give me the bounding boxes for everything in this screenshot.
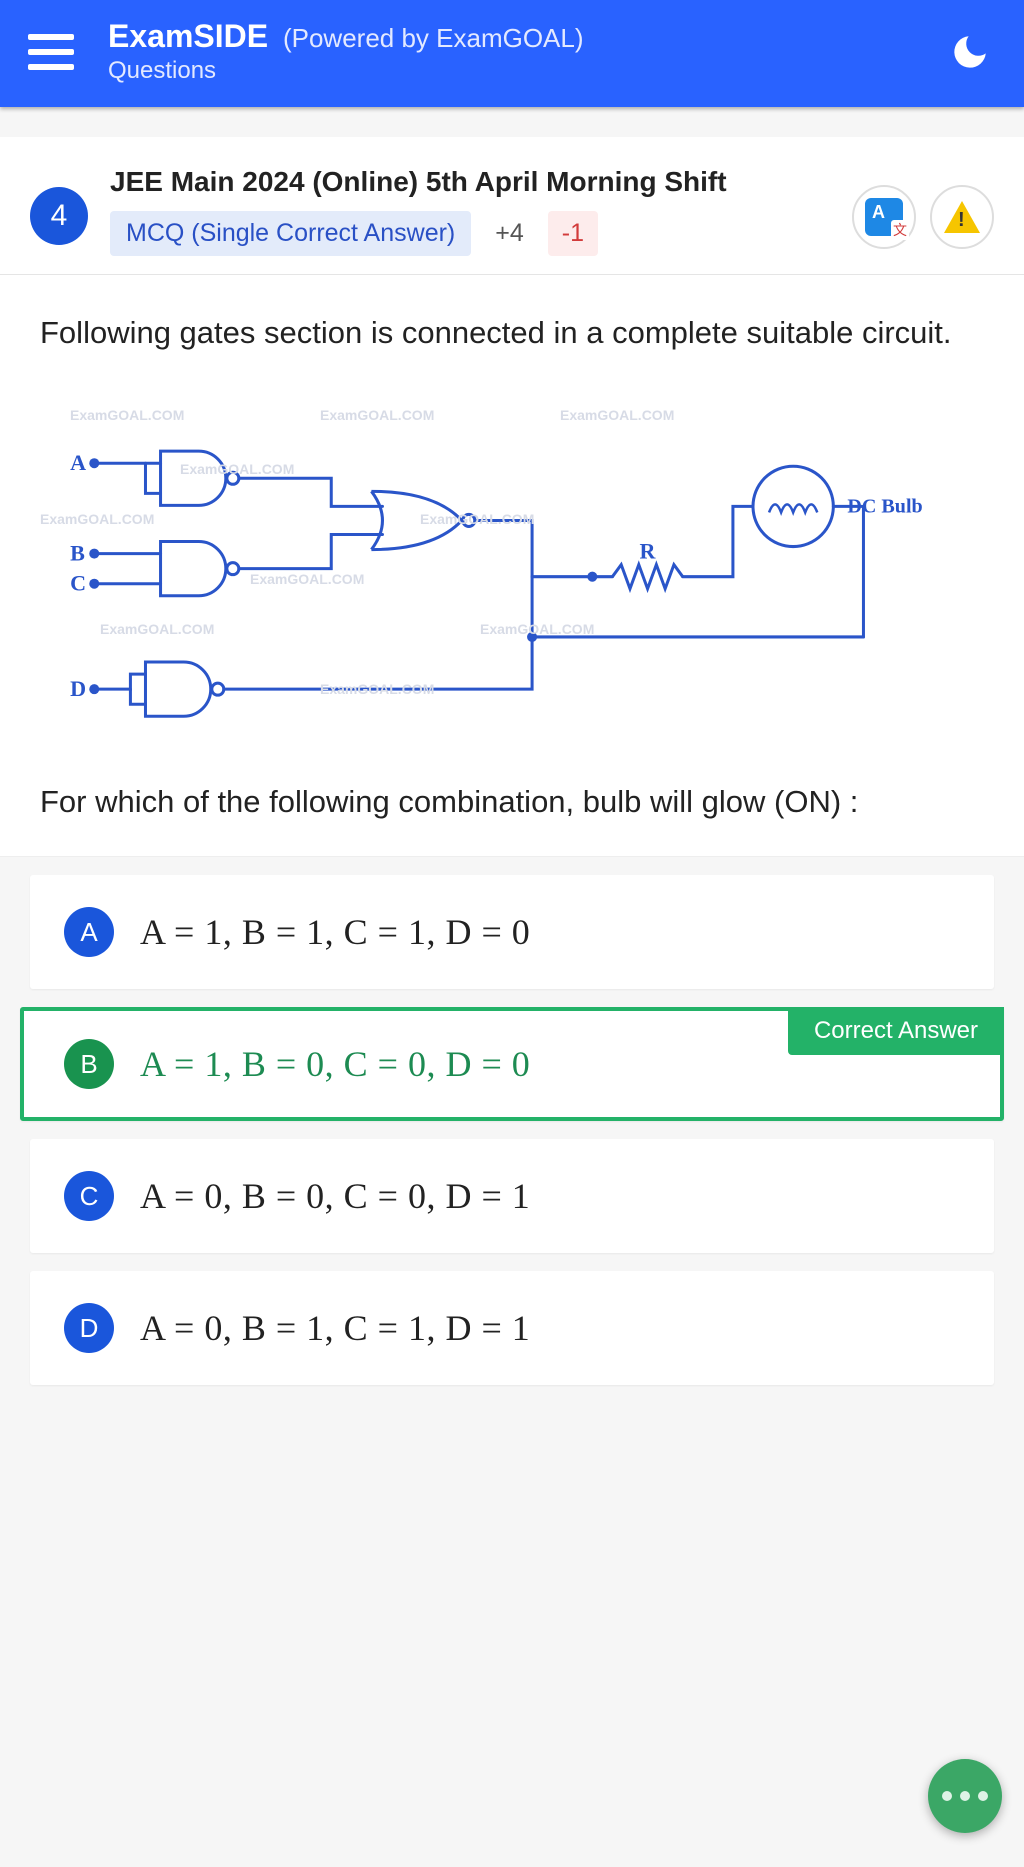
question-meta-card: 4 JEE Main 2024 (Online) 5th April Morni…	[0, 137, 1024, 275]
mcq-tag: MCQ (Single Correct Answer)	[110, 211, 471, 256]
question-stem-1: Following gates section is connected in …	[0, 275, 1024, 401]
option-text: A = 1, B = 1, C = 1, D = 0	[140, 911, 530, 953]
circuit-svg: ABCDRDC Bulb	[30, 411, 994, 742]
option-d[interactable]: D A = 0, B = 1, C = 1, D = 1	[30, 1271, 994, 1385]
translate-button[interactable]	[852, 185, 916, 249]
option-text: A = 0, B = 1, C = 1, D = 1	[140, 1307, 530, 1349]
svg-text:D: D	[70, 676, 86, 701]
correct-answer-badge: Correct Answer	[788, 1007, 1004, 1055]
svg-text:A: A	[70, 450, 86, 475]
dot-icon	[960, 1791, 970, 1801]
brand-main-text: ExamSIDE	[108, 18, 268, 54]
circuit-diagram: ExamGOAL.COM ExamGOAL.COM ExamGOAL.COM E…	[0, 401, 1024, 752]
option-letter-badge: A	[64, 907, 114, 957]
report-button[interactable]	[930, 185, 994, 249]
dot-icon	[978, 1791, 988, 1801]
svg-text:C: C	[70, 571, 86, 596]
option-a[interactable]: A A = 1, B = 1, C = 1, D = 0	[30, 875, 994, 989]
hamburger-menu-icon[interactable]	[28, 34, 74, 70]
option-c[interactable]: C A = 0, B = 0, C = 0, D = 1	[30, 1139, 994, 1253]
score-negative: -1	[548, 211, 598, 256]
options-list: A A = 1, B = 1, C = 1, D = 0 B A = 1, B = 0…	[0, 875, 1024, 1425]
option-text: A = 1, B = 0, C = 0, D = 0	[140, 1043, 530, 1085]
brand-subtitle: Questions	[108, 57, 944, 85]
stem-text-2: For which of the following combination, …	[40, 778, 984, 826]
score-positive: +4	[481, 211, 538, 256]
stem-text-1: Following gates section is connected in …	[40, 309, 984, 357]
question-stem-2: For which of the following combination, …	[0, 752, 1024, 857]
exam-label: JEE Main 2024 (Online) 5th April Morning…	[110, 163, 830, 201]
warning-icon	[944, 201, 980, 233]
option-text: A = 0, B = 0, C = 0, D = 1	[140, 1175, 530, 1217]
translate-icon	[865, 198, 903, 236]
app-header: ExamSIDE (Powered by ExamGOAL) Questions	[0, 0, 1024, 107]
option-letter-badge: B	[64, 1039, 114, 1089]
brand-sub-text: (Powered by ExamGOAL)	[283, 23, 584, 53]
option-b[interactable]: B A = 1, B = 0, C = 0, D = 0 Correct Answe…	[20, 1007, 1004, 1121]
moon-icon	[949, 31, 991, 73]
dark-mode-toggle[interactable]	[944, 26, 996, 78]
question-number-badge: 4	[30, 187, 88, 245]
brand-block: ExamSIDE (Powered by ExamGOAL) Questions	[108, 18, 944, 85]
more-actions-fab[interactable]	[928, 1759, 1002, 1833]
svg-text:B: B	[70, 540, 85, 565]
dot-icon	[942, 1791, 952, 1801]
option-letter-badge: C	[64, 1171, 114, 1221]
svg-text:R: R	[640, 538, 657, 563]
option-letter-badge: D	[64, 1303, 114, 1353]
